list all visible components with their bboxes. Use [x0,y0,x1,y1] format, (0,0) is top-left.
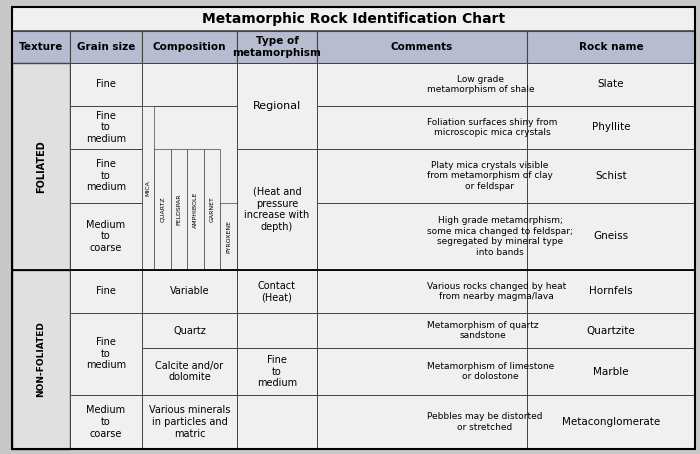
Text: MICA: MICA [146,180,150,196]
Text: Slate: Slate [598,79,624,89]
Bar [142,106,237,270]
Bar [70,270,142,313]
Text: Composition: Composition [153,42,226,52]
Bar [12,31,70,63]
Bar [527,395,695,449]
Text: Schist: Schist [595,171,626,181]
Text: Fine
to
medium: Fine to medium [86,337,126,370]
Bar [237,63,317,149]
Bar [70,203,142,270]
Text: Type of
metamorphism: Type of metamorphism [232,36,321,58]
Text: Rock name: Rock name [579,42,643,52]
Bar [70,63,142,106]
Text: PYROXENE: PYROXENE [226,220,231,253]
Bar [317,203,527,270]
Bar [12,7,695,31]
Bar [142,313,237,348]
Bar [527,348,695,395]
Bar [237,348,317,395]
Text: Metamorphic Rock Identification Chart: Metamorphic Rock Identification Chart [202,12,505,26]
Bar [187,149,204,270]
Bar [12,63,70,270]
Bar [70,106,142,149]
Text: Phyllite: Phyllite [592,122,630,132]
Text: Variable: Variable [169,286,209,296]
Bar [317,270,527,313]
Text: Texture: Texture [19,42,63,52]
Text: Fine: Fine [96,79,116,89]
Text: Quartz: Quartz [173,326,206,336]
Text: Marble: Marble [593,367,629,377]
Bar [204,149,220,270]
Text: Metamorphism of limestone
or dolostone: Metamorphism of limestone or dolostone [427,362,554,381]
Text: Various minerals
in particles and
matric: Various minerals in particles and matric [149,405,230,439]
Text: Various rocks changed by heat
from nearby magma/lava: Various rocks changed by heat from nearb… [427,282,566,301]
Bar [317,348,527,395]
Text: High grade metamorphism;
some mica changed to feldspar;
segregated by mineral ty: High grade metamorphism; some mica chang… [427,216,573,257]
Bar [317,31,527,63]
Text: Fine
to
medium: Fine to medium [86,159,126,192]
Bar [317,63,527,106]
Text: FELDSPAR: FELDSPAR [176,194,181,225]
Text: Calcite and/or
dolomite: Calcite and/or dolomite [155,361,223,382]
Text: Fine
to
medium: Fine to medium [86,111,126,144]
Bar [317,395,527,449]
Text: Metaconglomerate: Metaconglomerate [562,417,660,427]
Bar [527,63,695,106]
Bar [70,395,142,449]
Bar [142,63,237,106]
Bar [154,149,171,270]
Bar [237,149,317,270]
Bar [12,270,70,449]
Bar [237,395,317,449]
Bar [142,270,237,313]
Text: Contact
(Heat): Contact (Heat) [258,281,296,302]
Bar [317,149,527,203]
Text: NON-FOLIATED: NON-FOLIATED [36,321,46,397]
Text: Gneiss: Gneiss [594,232,629,242]
Bar [70,149,142,203]
Bar [237,31,317,63]
Bar [527,270,695,313]
Text: Quartzite: Quartzite [587,326,636,336]
Bar [171,149,187,270]
Text: Fine: Fine [96,286,116,296]
Text: Medium
to
coarse: Medium to coarse [86,405,125,439]
Text: Low grade
metamorphism of shale: Low grade metamorphism of shale [427,75,535,94]
Bar [527,106,695,149]
Bar [142,395,237,449]
Text: Medium
to
coarse: Medium to coarse [86,220,125,253]
Text: Hornfels: Hornfels [589,286,633,296]
Bar [70,31,142,63]
Bar [142,31,237,63]
Text: Comments: Comments [391,42,453,52]
Text: FOLIATED: FOLIATED [36,140,46,193]
Bar [142,106,154,270]
Bar [237,270,317,313]
Text: GARNET: GARNET [209,197,215,222]
Text: Pebbles may be distorted
or stretched: Pebbles may be distorted or stretched [427,412,542,432]
Bar [527,203,695,270]
Text: Grain size: Grain size [77,42,135,52]
Bar [317,106,527,149]
Bar [142,348,237,395]
Text: Foliation surfaces shiny from
microscopic mica crystals: Foliation surfaces shiny from microscopi… [427,118,557,137]
Bar [220,203,237,270]
Text: Fine
to
medium: Fine to medium [257,355,297,388]
Bar [527,149,695,203]
Bar [527,313,695,348]
Bar [317,313,527,348]
Bar [70,313,142,395]
Text: Metamorphism of quartz
sandstone: Metamorphism of quartz sandstone [427,321,538,340]
Text: Regional: Regional [253,101,301,111]
Text: Platy mica crystals visible
from metamorphism of clay
or feldspar: Platy mica crystals visible from metamor… [427,161,553,191]
Bar [237,313,317,348]
Bar [527,31,695,63]
Text: QUARTZ: QUARTZ [160,197,164,222]
Text: AMPHIBOLE: AMPHIBOLE [193,191,198,227]
Text: (Heat and
pressure
increase with
depth): (Heat and pressure increase with depth) [244,187,309,232]
